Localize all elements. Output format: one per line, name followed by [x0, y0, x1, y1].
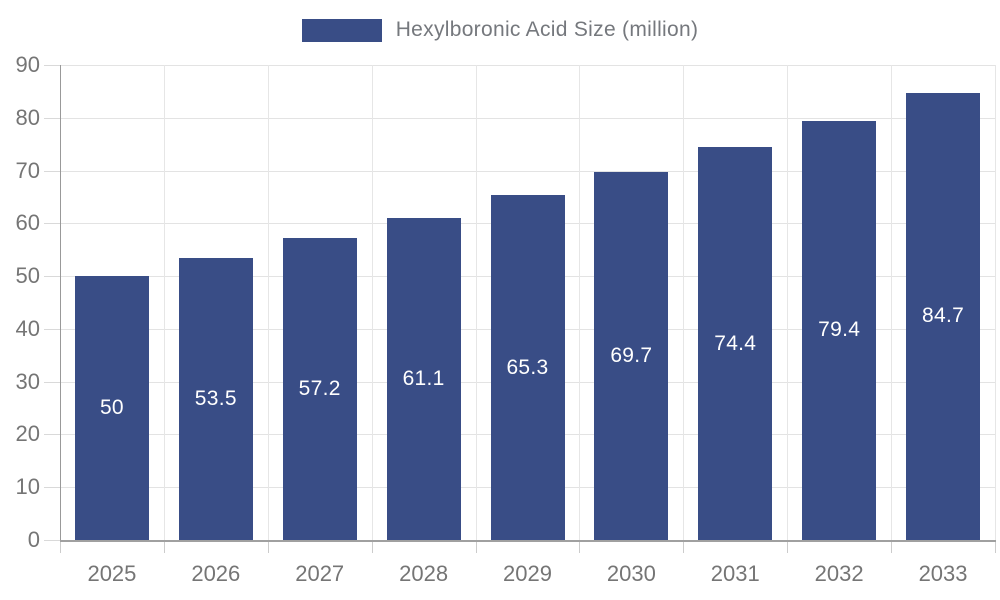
bar-value-label: 50: [99, 396, 124, 420]
x-axis-label-2033: 2033: [918, 561, 968, 586]
x-gridline: [371, 65, 373, 540]
y-axis-label: 90: [15, 52, 40, 77]
y-axis-label: 10: [15, 474, 40, 500]
x-axis-tick: [683, 540, 685, 553]
bar-2029[interactable]: 65.3: [490, 195, 565, 540]
y-axis-tick: [44, 223, 60, 225]
bar-value-label: 69.7: [610, 344, 653, 368]
y-axis-tick: [44, 65, 60, 66]
bar-value-label: 61.1: [402, 366, 445, 390]
x-axis-tick: [60, 540, 61, 553]
x-axis-label-2028: 2028: [399, 561, 449, 586]
y-axis-tick: [44, 328, 60, 330]
y-axis-label: 80: [15, 104, 40, 130]
x-axis-label-2025: 2025: [87, 561, 137, 586]
y-axis-tick: [44, 117, 60, 119]
y-axis-label: 20: [15, 421, 40, 447]
y-axis-line: [60, 65, 61, 540]
y-axis-tick: [44, 381, 60, 383]
y-axis-label: 60: [15, 210, 40, 236]
y-axis-tick: [44, 170, 60, 172]
x-axis-label-2031: 2031: [710, 561, 760, 586]
x-axis-tick: [995, 540, 996, 553]
y-axis-label: 30: [15, 368, 40, 394]
bar-value-label: 79.4: [818, 318, 861, 342]
bar-value-label: 57.2: [298, 377, 341, 401]
x-gridline: [787, 65, 789, 540]
bar-2025[interactable]: 50: [74, 276, 149, 540]
y-gridline: [60, 65, 995, 66]
y-axis-tick: [44, 434, 60, 436]
y-gridline: [60, 170, 995, 172]
legend-swatch: [301, 18, 382, 42]
y-axis-tick: [44, 276, 60, 278]
x-axis-tick: [163, 540, 165, 553]
y-gridline: [60, 117, 995, 119]
y-axis-label: 40: [15, 315, 40, 341]
x-axis-label-2029: 2029: [503, 561, 552, 586]
y-axis-label: 70: [15, 157, 40, 183]
bar-value-label: 65.3: [506, 355, 549, 379]
x-gridline: [683, 65, 685, 540]
x-axis-line: [60, 540, 996, 542]
x-axis-label-2030: 2030: [606, 561, 656, 586]
x-axis-tick: [891, 540, 893, 553]
x-axis-label-2032: 2032: [814, 561, 864, 586]
x-axis-tick: [475, 540, 477, 553]
x-gridline: [267, 65, 269, 540]
bar-2033[interactable]: 84.7: [906, 92, 981, 540]
bar-2027[interactable]: 57.2: [282, 238, 357, 540]
x-gridline: [579, 65, 581, 540]
bar-value-label: 74.4: [714, 331, 757, 355]
x-axis-tick: [787, 540, 789, 553]
x-gridline: [163, 65, 165, 540]
y-axis-label: 0: [27, 527, 40, 552]
x-axis-tick: [371, 540, 373, 553]
y-axis-tick: [44, 487, 60, 489]
x-gridline: [995, 65, 996, 540]
y-axis-label: 50: [15, 263, 40, 289]
bar-value-label: 53.5: [194, 386, 237, 410]
y-axis-tick: [44, 540, 60, 541]
x-gridline: [891, 65, 893, 540]
x-axis-label-2027: 2027: [295, 561, 345, 586]
bar-2031[interactable]: 74.4: [698, 147, 773, 540]
bar-2030[interactable]: 69.7: [594, 172, 669, 540]
bar-value-label: 84.7: [922, 304, 965, 328]
bar-2026[interactable]: 53.5: [178, 257, 253, 540]
bar-2032[interactable]: 79.4: [802, 120, 877, 540]
x-axis-tick: [579, 540, 581, 553]
legend[interactable]: Hexylboronic Acid Size (million): [0, 18, 1000, 42]
bar-2028[interactable]: 61.1: [386, 217, 461, 540]
x-gridline: [475, 65, 477, 540]
legend-label: Hexylboronic Acid Size (million): [395, 18, 699, 41]
x-axis-tick: [267, 540, 269, 553]
x-axis-label-2026: 2026: [191, 561, 241, 586]
